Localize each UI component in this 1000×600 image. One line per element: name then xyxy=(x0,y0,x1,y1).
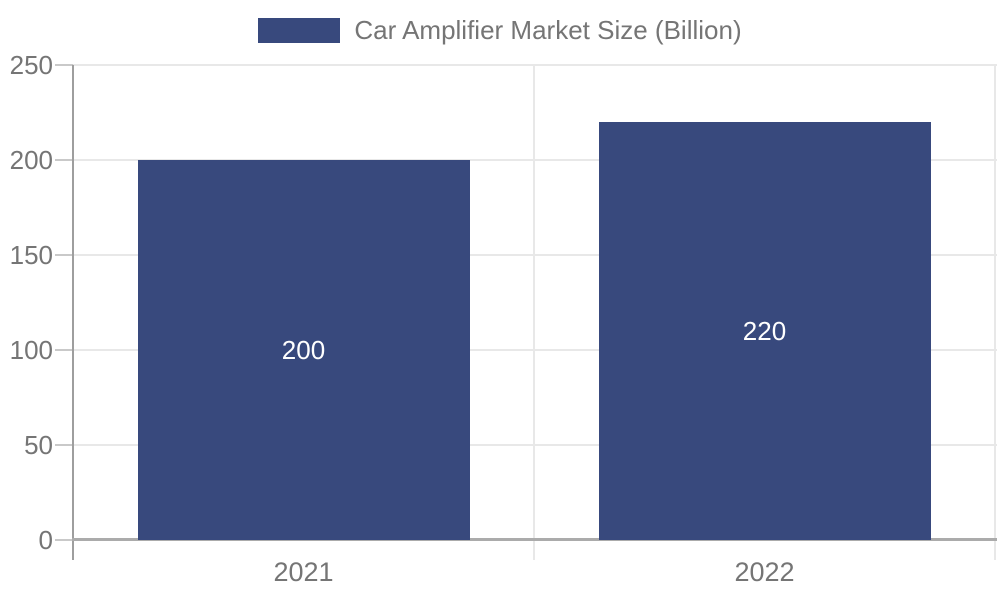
v-gridline-1 xyxy=(533,65,535,560)
x-tick-label-2021: 2021 xyxy=(273,557,334,587)
y-tick-label-50: 50 xyxy=(24,430,53,460)
bar-value-label-2022: 220 xyxy=(742,316,787,346)
y-axis-tick-200 xyxy=(55,159,73,161)
y-axis-tick-0 xyxy=(55,539,73,541)
bar-value-label-2021: 200 xyxy=(281,335,326,365)
y-tick-label-0: 0 xyxy=(38,525,53,555)
y-axis-line xyxy=(72,65,74,560)
x-tick-label-2022: 2022 xyxy=(734,557,795,587)
h-gridline-100 xyxy=(73,349,997,351)
y-tick-label-250: 250 xyxy=(9,50,53,80)
bar-2021[interactable] xyxy=(137,160,470,540)
y-axis-tick-100 xyxy=(55,349,73,351)
h-gridline-200 xyxy=(73,159,997,161)
y-tick-label-150: 150 xyxy=(9,240,53,270)
legend-item[interactable]: Car Amplifier Market Size (Billion) xyxy=(0,15,1000,45)
x-axis-line xyxy=(72,538,997,541)
h-gridline-150 xyxy=(73,254,997,256)
bar-2022[interactable] xyxy=(598,122,931,540)
v-gridline-2 xyxy=(994,65,996,560)
y-axis-tick-50 xyxy=(55,444,73,446)
y-axis-tick-150 xyxy=(55,254,73,256)
h-gridline-250 xyxy=(73,64,997,66)
y-tick-label-100: 100 xyxy=(9,335,53,365)
legend-swatch-icon xyxy=(258,17,341,43)
y-tick-label-200: 200 xyxy=(9,145,53,175)
y-axis-tick-250 xyxy=(55,64,73,66)
h-gridline-50 xyxy=(73,444,997,446)
legend-label: Car Amplifier Market Size (Billion) xyxy=(354,15,742,45)
